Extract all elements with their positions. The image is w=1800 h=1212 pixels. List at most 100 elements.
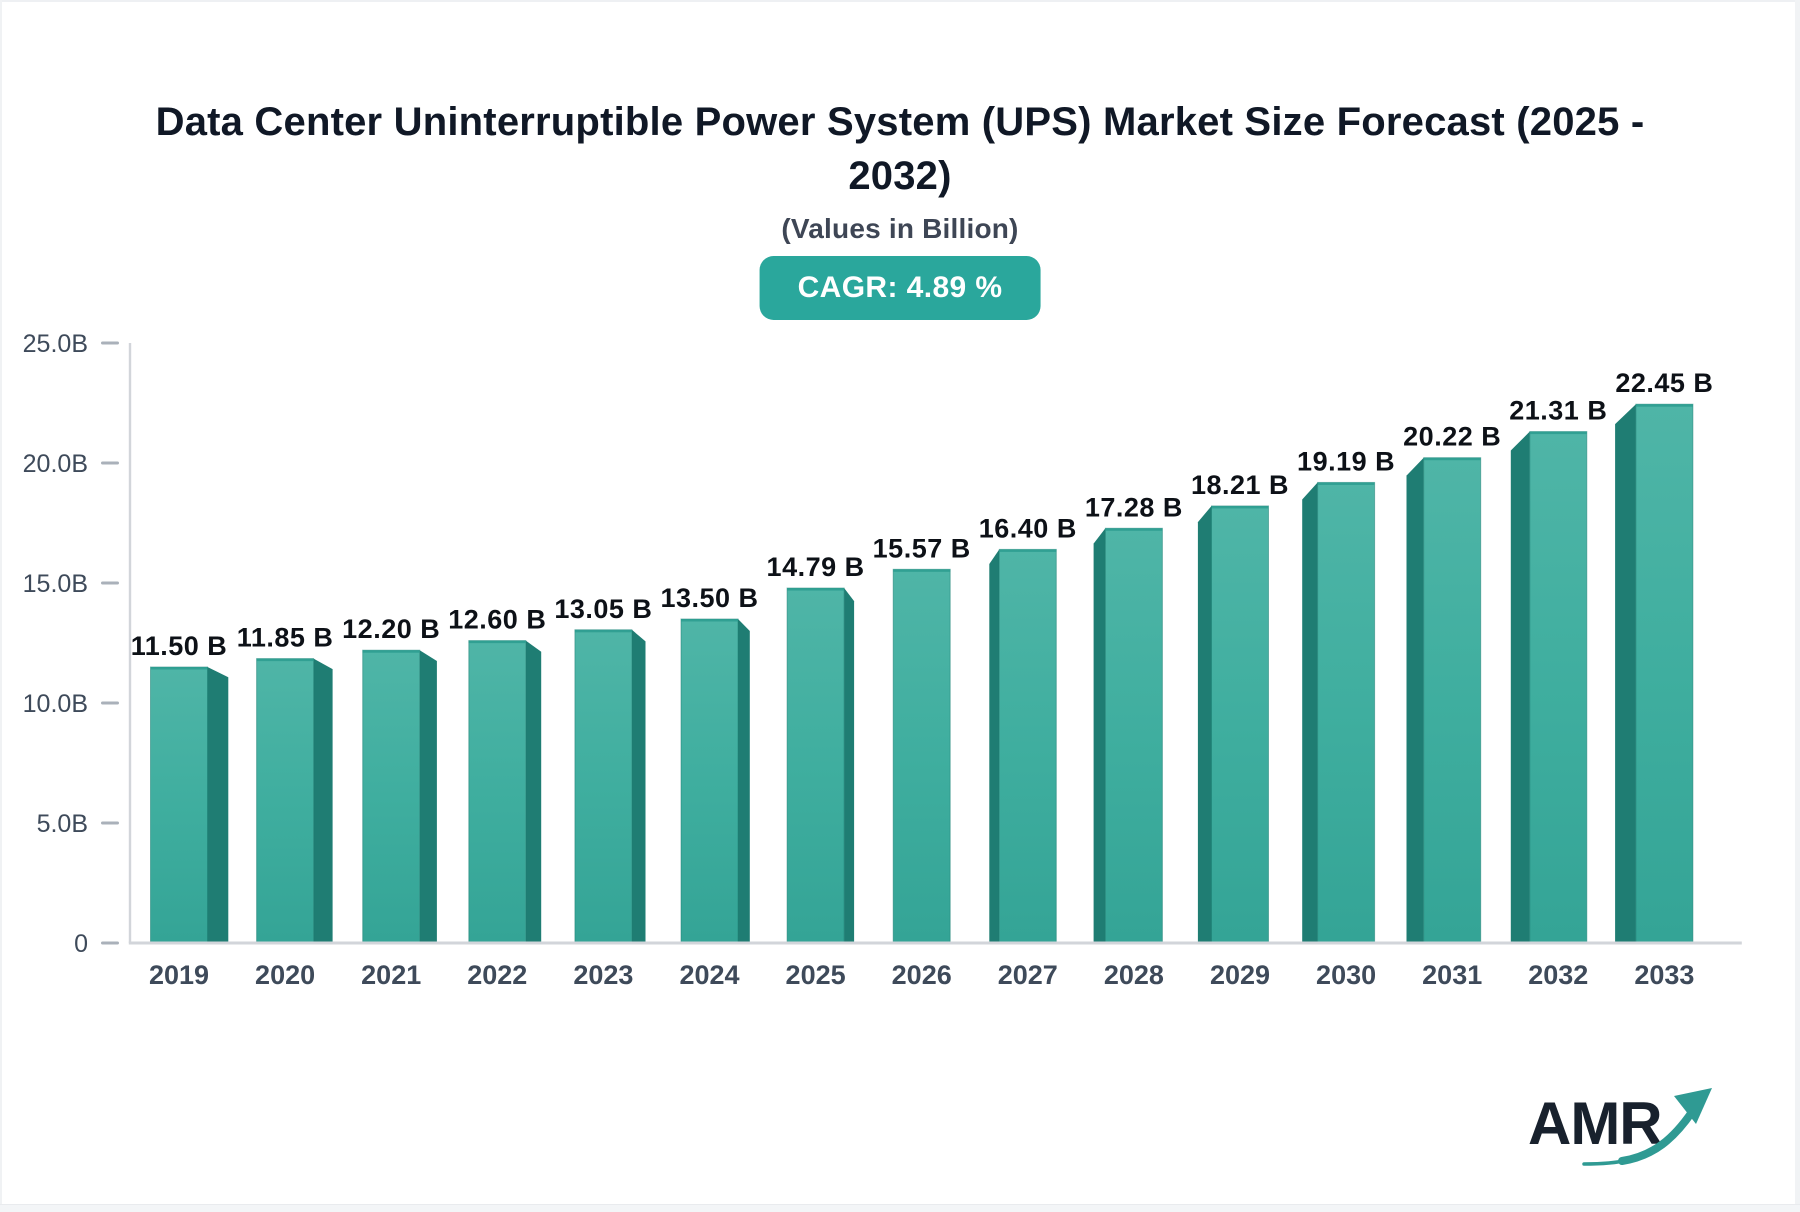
bar-side-face (738, 619, 750, 943)
y-axis-line (128, 343, 132, 943)
bar-2030: 19.19 B 2030 (1297, 446, 1395, 990)
x-label-2021: 2021 (361, 960, 421, 990)
bar-value-label: 13.05 B (554, 594, 652, 624)
page-edge-top (0, 0, 1800, 2)
bar-top-edge (787, 588, 845, 591)
y-tick-dash (101, 461, 119, 465)
x-label-2019: 2019 (149, 960, 209, 990)
bar-front-face (150, 666, 208, 944)
bar-top-edge (1635, 404, 1693, 407)
x-label-2020: 2020 (255, 960, 315, 990)
bar-front-face (892, 568, 951, 944)
x-label-2032: 2032 (1528, 960, 1588, 990)
bar-side-face (1406, 457, 1424, 943)
x-label-2033: 2033 (1634, 960, 1694, 990)
bar-2031: 20.22 B 2031 (1403, 422, 1501, 990)
bar-front-face (786, 587, 845, 944)
bar-front-face (1529, 431, 1588, 944)
x-label-2026: 2026 (892, 960, 952, 990)
bar-2027: 16.40 B 2027 (979, 513, 1077, 990)
bar-front-face (680, 618, 739, 944)
x-label-2027: 2027 (998, 960, 1058, 990)
bar-top-edge (1529, 431, 1587, 435)
bar-front-face (574, 629, 633, 944)
x-label-2028: 2028 (1104, 960, 1164, 990)
bar-value-label: 15.57 B (873, 533, 971, 563)
amr-logo: AMR (1528, 1088, 1712, 1166)
page-edge-bottom (0, 1204, 1800, 1212)
bar-side-face (525, 640, 542, 943)
bar-2033: 22.45 B 2033 (1615, 368, 1713, 990)
bar-value-label: 17.28 B (1085, 492, 1183, 522)
bar-front-face (362, 649, 421, 944)
x-label-2024: 2024 (679, 960, 739, 990)
bar-side-face (1510, 431, 1530, 943)
bar-top-edge (1317, 482, 1375, 485)
bar-2021: 12.20 B 2021 (342, 614, 440, 990)
cagr-badge: CAGR: 4.89 % (759, 256, 1041, 320)
bar-side-face (1197, 505, 1212, 943)
y-tick-label: 0 (74, 930, 88, 958)
bar-2032: 21.31 B 2032 (1509, 396, 1607, 990)
bar-2028: 17.28 B 2028 (1085, 492, 1183, 990)
bar-2019: 11.50 B 2019 (131, 631, 229, 990)
bar-value-label: 16.40 B (979, 513, 1077, 543)
bar-value-label: 18.21 B (1191, 470, 1289, 500)
bar-side-face (207, 667, 229, 943)
bar-front-face (1423, 457, 1482, 944)
bar-front-face (1211, 505, 1269, 944)
chart-subtitle: (Values in Billion) (781, 213, 1019, 244)
page-edge-right (1795, 0, 1800, 1212)
bar-top-edge (1105, 528, 1163, 531)
y-tick-dash (101, 941, 119, 945)
bar-2020: 11.85 B 2020 (237, 623, 334, 990)
bar-value-label: 12.20 B (342, 614, 440, 644)
page-edge-left (0, 0, 2, 1212)
bar-2025: 14.79 B 2025 (767, 552, 865, 990)
bar-front-face (468, 640, 527, 944)
bar-top-edge (574, 629, 632, 633)
bar-side-face (1093, 528, 1106, 943)
chart-title-line2: 2032) (848, 154, 952, 198)
bar-front-face (1317, 481, 1376, 944)
chart-title-line1: Data Center Uninterruptible Power System… (155, 100, 1645, 144)
y-tick-label: 25.0B (23, 330, 88, 358)
bar-value-label: 13.50 B (660, 583, 758, 613)
y-tick-label: 5.0B (37, 810, 88, 838)
bar-top-edge (468, 640, 526, 644)
bar-top-edge (362, 650, 420, 653)
x-label-2025: 2025 (786, 960, 846, 990)
y-tick-dash (101, 701, 119, 705)
bar-top-edge (150, 667, 208, 670)
y-tick-label: 20.0B (23, 450, 88, 478)
y-tick-dash (101, 341, 119, 345)
bar-side-face (631, 629, 646, 943)
y-tick-label: 10.0B (23, 690, 88, 718)
bar-2029: 18.21 B 2029 (1191, 470, 1289, 990)
bar-top-edge (681, 619, 738, 622)
x-axis-line (128, 941, 1742, 945)
x-label-2030: 2030 (1316, 960, 1376, 990)
bar-front-face (1635, 403, 1694, 944)
x-label-2031: 2031 (1422, 960, 1482, 990)
bar-value-label: 19.19 B (1297, 446, 1395, 476)
bar-side-face (313, 658, 333, 943)
x-label-2023: 2023 (573, 960, 633, 990)
x-label-2022: 2022 (467, 960, 527, 990)
bar-side-face (1302, 482, 1318, 943)
bar-value-label: 11.85 B (237, 623, 334, 653)
bar-side-face (989, 549, 1000, 943)
bar-side-face (1615, 404, 1636, 943)
x-label-2029: 2029 (1210, 960, 1270, 990)
bar-front-face (1104, 527, 1163, 944)
bar-top-edge (1423, 457, 1481, 461)
bar-value-label: 21.31 B (1509, 396, 1607, 426)
bar-value-label: 11.50 B (131, 631, 228, 661)
bar-2024: 13.50 B 2024 (660, 583, 758, 990)
bar-side-face (419, 650, 437, 943)
bar-value-label: 22.45 B (1615, 368, 1713, 398)
bar-value-label: 14.79 B (767, 552, 865, 582)
bar-top-edge (256, 658, 314, 662)
